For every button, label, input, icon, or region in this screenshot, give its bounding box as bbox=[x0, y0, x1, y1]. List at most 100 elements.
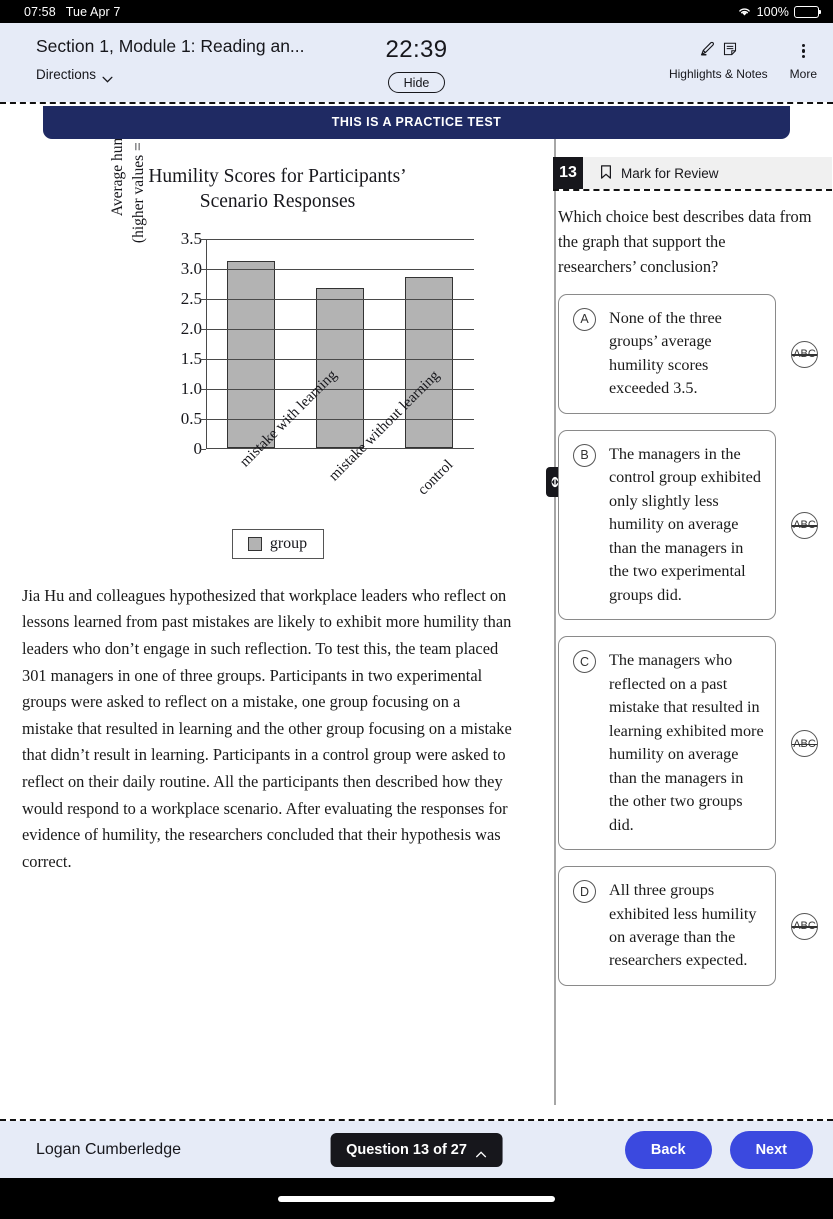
chart-y-tickmark bbox=[200, 238, 206, 240]
header-left: Section 1, Module 1: Reading an... Direc… bbox=[0, 23, 305, 84]
choice-letter-badge: C bbox=[573, 650, 596, 674]
choice-text: None of the three groups’ average humili… bbox=[609, 308, 722, 398]
resize-arrows-icon bbox=[551, 476, 559, 488]
chevron-up-icon bbox=[476, 1146, 487, 1158]
next-button[interactable]: Next bbox=[729, 1130, 813, 1169]
chart-bar bbox=[405, 276, 454, 448]
chart-gridline bbox=[206, 298, 474, 300]
chart-y-tick-label: 2.0 bbox=[180, 318, 202, 338]
ios-status-bar: 07:58 Tue Apr 7 100% bbox=[0, 0, 833, 23]
chart-y-tick-label: 1.0 bbox=[180, 378, 202, 398]
chart-bars bbox=[206, 239, 474, 448]
practice-test-banner: THIS IS A PRACTICE TEST bbox=[43, 106, 790, 139]
mark-for-review-button[interactable]: Mark for Review bbox=[599, 164, 719, 183]
figure-title: Humility Scores for Participants’ Scenar… bbox=[108, 165, 448, 215]
student-name: Logan Cumberledge bbox=[36, 1140, 181, 1158]
chart-y-tick-label: 0.5 bbox=[180, 408, 202, 428]
chart-y-tickmark bbox=[200, 298, 206, 300]
wifi-icon bbox=[737, 6, 752, 17]
chart-y-tick-label: 2.5 bbox=[180, 288, 202, 308]
status-bar-right: 100% bbox=[737, 4, 822, 19]
chart-y-tick-label: 0 bbox=[193, 438, 203, 458]
chart-y-tickmark bbox=[200, 328, 206, 330]
chart-gridline bbox=[206, 388, 474, 390]
figure-title-line2: Scenario Responses bbox=[199, 190, 356, 212]
header-divider bbox=[0, 102, 833, 104]
question-progress-button[interactable]: Question 13 of 27 bbox=[330, 1132, 503, 1167]
cross-out-choice-button[interactable]: ABC bbox=[791, 340, 818, 368]
choice-text: All three groups exhibited less humility… bbox=[609, 881, 757, 970]
cross-out-icon: ABC bbox=[792, 737, 817, 750]
header-right: Highlights & Notes More bbox=[669, 41, 817, 81]
chart-y-axis-label: Average humility score (higher values = … bbox=[108, 139, 150, 259]
more-label: More bbox=[789, 67, 817, 81]
answer-choices: A None of the three groups’ average humil… bbox=[553, 280, 832, 986]
question-progress-label: Question 13 of 27 bbox=[346, 1141, 467, 1158]
passage-text: Jia Hu and colleagues hypothesized that … bbox=[22, 585, 512, 871]
home-indicator-area bbox=[0, 1178, 833, 1219]
passage-pane: Humility Scores for Participants’ Scenar… bbox=[0, 139, 553, 1119]
chart-gridline bbox=[206, 238, 474, 240]
mark-for-review-label: Mark for Review bbox=[621, 165, 719, 181]
chart-y-tickmark bbox=[200, 418, 206, 420]
footer-divider bbox=[0, 1119, 833, 1121]
chart-y-tickmark bbox=[200, 448, 206, 450]
battery-percent: 100% bbox=[756, 4, 789, 19]
answer-choice-d[interactable]: D All three groups exhibited less humilit… bbox=[558, 866, 818, 986]
choice-letter-badge: B bbox=[573, 443, 596, 467]
legend-label: group bbox=[269, 534, 308, 552]
chart-bar bbox=[226, 260, 275, 448]
practice-banner-wrap: THIS IS A PRACTICE TEST bbox=[0, 104, 833, 139]
chart-y-tick-label: 3.0 bbox=[180, 258, 202, 278]
chart-y-tickmark bbox=[200, 388, 206, 390]
kebab-menu-icon bbox=[801, 41, 805, 61]
answer-choice-a[interactable]: A None of the three groups’ average humil… bbox=[558, 293, 818, 414]
highlights-notes-button[interactable]: Highlights & Notes bbox=[669, 41, 768, 81]
cross-out-choice-button[interactable]: ABC bbox=[791, 912, 818, 940]
back-button[interactable]: Back bbox=[624, 1130, 712, 1169]
cross-out-choice-button[interactable]: ABC bbox=[791, 511, 818, 539]
hide-timer-button[interactable]: Hide bbox=[387, 72, 446, 93]
chart-y-tick-label: 3.5 bbox=[180, 228, 202, 248]
question-header-divider bbox=[553, 189, 832, 191]
home-indicator[interactable] bbox=[278, 1195, 555, 1202]
legend-swatch-icon bbox=[247, 536, 262, 551]
chevron-down-icon bbox=[102, 71, 113, 83]
question-pane: 13 Mark for Review Which choice best des… bbox=[553, 139, 832, 1119]
question-number-badge: 13 bbox=[553, 157, 583, 189]
answer-choice-b[interactable]: B The managers in the control group exhib… bbox=[558, 429, 818, 621]
highlights-notes-label: Highlights & Notes bbox=[668, 67, 768, 81]
bar-chart: Average humility score (higher values = … bbox=[22, 139, 533, 529]
status-date: Tue Apr 7 bbox=[65, 4, 121, 19]
chart-gridline bbox=[206, 418, 474, 420]
chart-y-tickmark bbox=[200, 268, 206, 270]
chart-bar bbox=[315, 288, 364, 448]
directions-label: Directions bbox=[36, 67, 97, 82]
figure: Humility Scores for Participants’ Scenar… bbox=[22, 139, 533, 559]
cross-out-icon: ABC bbox=[792, 348, 817, 361]
more-button[interactable]: More bbox=[790, 41, 817, 81]
directions-button[interactable]: Directions bbox=[36, 67, 113, 83]
chart-y-tick-label: 1.5 bbox=[180, 348, 202, 368]
note-icon bbox=[722, 41, 738, 62]
question-header: 13 Mark for Review bbox=[553, 157, 832, 189]
chart-gridline bbox=[206, 268, 474, 270]
highlights-notes-icons bbox=[699, 41, 738, 61]
chart-plot-area bbox=[200, 238, 474, 450]
chart-x-tick-labels: mistake with learning mistake without lea… bbox=[206, 367, 474, 571]
status-time: 07:58 bbox=[24, 4, 56, 19]
choice-letter-badge: A bbox=[573, 307, 596, 331]
battery-icon bbox=[794, 5, 822, 18]
bookmark-icon bbox=[599, 164, 613, 183]
answer-choice-c[interactable]: C The managers who reflected on a past mi… bbox=[558, 636, 818, 851]
y-axis-label-line2: (higher values = more humility) bbox=[129, 139, 147, 243]
status-bar-left: 07:58 Tue Apr 7 bbox=[24, 5, 120, 19]
page-title: Section 1, Module 1: Reading an... bbox=[36, 36, 305, 56]
header-center: 22:39 Hide bbox=[0, 36, 833, 93]
app-header: Section 1, Module 1: Reading an... Direc… bbox=[0, 23, 833, 102]
cross-out-choice-button[interactable]: ABC bbox=[791, 730, 818, 758]
countdown-timer: 22:39 bbox=[385, 36, 448, 63]
highlighter-icon bbox=[699, 40, 716, 62]
chart-y-tickmark bbox=[200, 358, 206, 360]
chart-gridline bbox=[206, 358, 474, 360]
